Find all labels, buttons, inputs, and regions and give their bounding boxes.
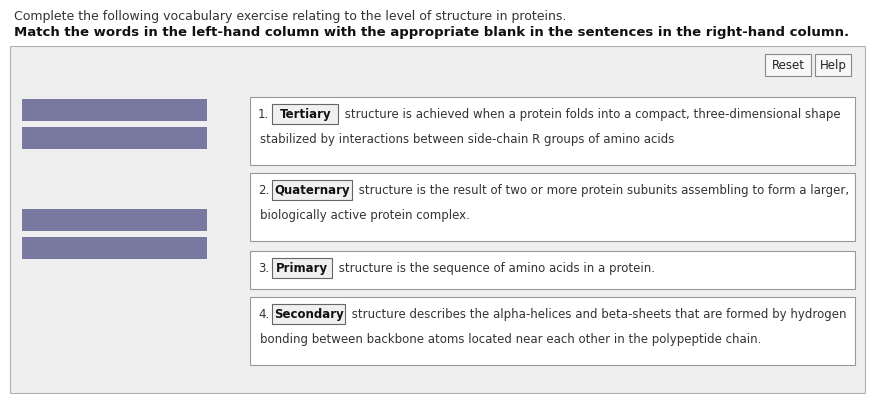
Text: 1.: 1.: [258, 108, 270, 121]
Bar: [250, 174, 855, 241]
Text: structure describes the alpha-helices and beta-sheets that are formed by hydroge: structure describes the alpha-helices an…: [348, 307, 847, 320]
Text: Tertiary: Tertiary: [279, 108, 331, 121]
Text: structure is the sequence of amino acids in a protein.: structure is the sequence of amino acids…: [334, 261, 654, 274]
Bar: [250, 297, 855, 365]
Text: Complete the following vocabulary exercise relating to the level of structure in: Complete the following vocabulary exerci…: [14, 10, 566, 23]
Text: 4.: 4.: [258, 307, 270, 320]
Text: 3.: 3.: [258, 261, 270, 274]
Bar: [22, 237, 207, 259]
Bar: [272, 180, 352, 200]
Bar: [272, 105, 339, 125]
Bar: [250, 251, 855, 289]
Text: Match the words in the left-hand column with the appropriate blank in the senten: Match the words in the left-hand column …: [14, 26, 849, 39]
Text: Quaternary: Quaternary: [274, 184, 350, 196]
Text: Help: Help: [820, 59, 846, 72]
Bar: [272, 258, 332, 278]
Text: Secondary: Secondary: [274, 307, 344, 320]
Bar: [815, 55, 851, 77]
Bar: [765, 55, 811, 77]
Bar: [10, 47, 865, 393]
Text: 2.: 2.: [258, 184, 270, 196]
Text: bonding between backbone atoms located near each other in the polypeptide chain.: bonding between backbone atoms located n…: [260, 332, 761, 345]
Bar: [22, 209, 207, 231]
Text: Reset: Reset: [772, 59, 804, 72]
Bar: [250, 98, 855, 166]
Text: structure is the result of two or more protein subunits assembling to form a lar: structure is the result of two or more p…: [355, 184, 849, 196]
Bar: [272, 304, 346, 324]
Text: biologically active protein complex.: biologically active protein complex.: [260, 209, 470, 221]
Bar: [22, 128, 207, 150]
Text: Primary: Primary: [276, 261, 328, 274]
Text: stabilized by interactions between side-chain R groups of amino acids: stabilized by interactions between side-…: [260, 133, 675, 146]
Text: structure is achieved when a protein folds into a compact, three-dimensional sha: structure is achieved when a protein fol…: [341, 108, 841, 121]
Bar: [22, 100, 207, 122]
